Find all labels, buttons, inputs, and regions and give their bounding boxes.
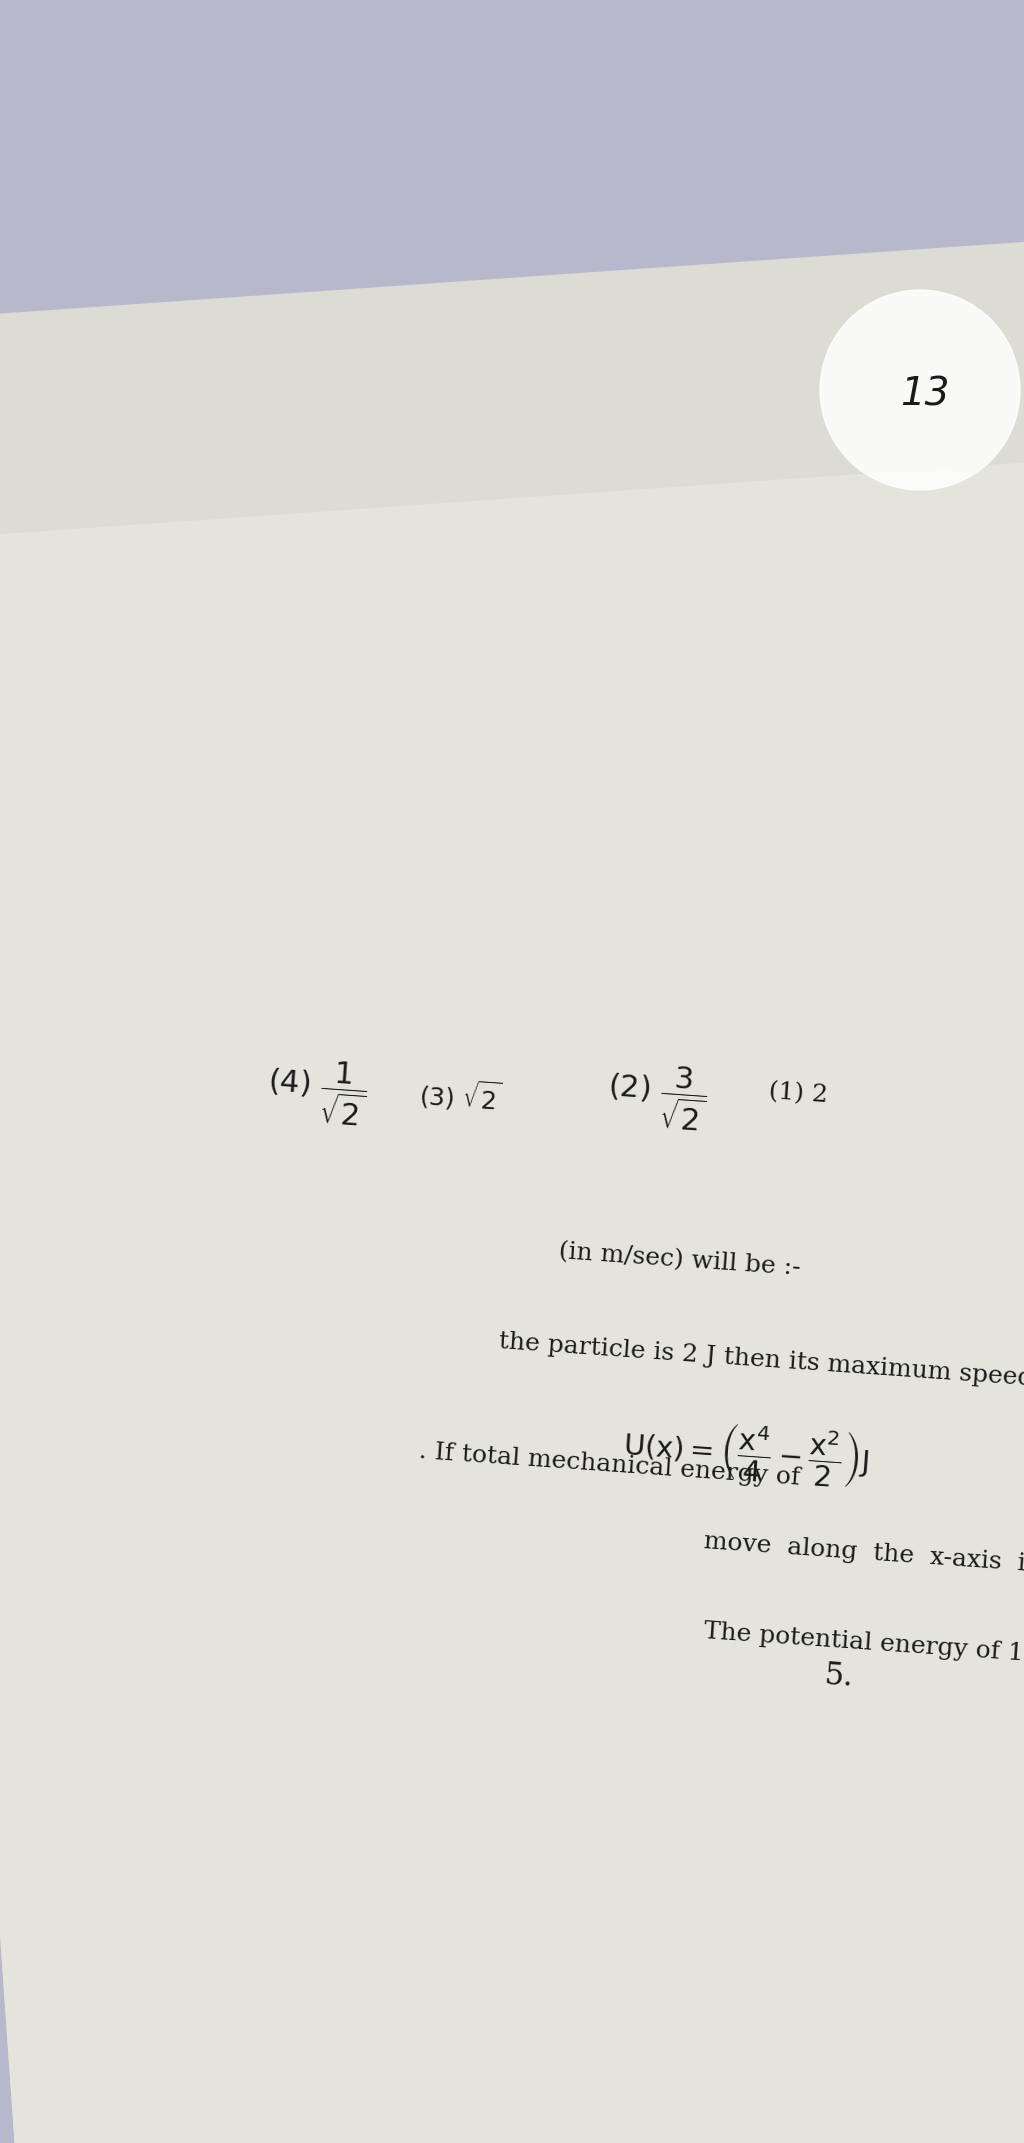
Polygon shape <box>0 242 1024 2143</box>
Text: . If total mechanical energy of: . If total mechanical energy of <box>419 1440 801 1489</box>
Text: (in m/sec) will be :-: (in m/sec) will be :- <box>558 1241 802 1279</box>
Text: The potential energy of 1 kg particle free to: The potential energy of 1 kg particle fr… <box>703 1620 1024 1682</box>
Text: the particle is 2 J then its maximum speed: the particle is 2 J then its maximum spe… <box>499 1331 1024 1391</box>
Text: $(2)\ \dfrac{3}{\sqrt{2}}$: $(2)\ \dfrac{3}{\sqrt{2}}$ <box>605 1061 710 1134</box>
Text: 5.: 5. <box>823 1661 854 1693</box>
Text: 13: 13 <box>900 375 949 414</box>
Ellipse shape <box>820 289 1020 491</box>
Polygon shape <box>0 461 1024 2143</box>
Text: (1) 2: (1) 2 <box>768 1080 829 1108</box>
Text: $(4)\ \dfrac{1}{\sqrt{2}}$: $(4)\ \dfrac{1}{\sqrt{2}}$ <box>265 1054 370 1129</box>
Text: $(3)\ \sqrt{2}$: $(3)\ \sqrt{2}$ <box>418 1076 502 1117</box>
Text: $\mathrm{U(x) = \left(\dfrac{x^{4}}{4} - \dfrac{x^{2}}{2}\right) J}$: $\mathrm{U(x) = \left(\dfrac{x^{4}}{4} -… <box>621 1414 870 1492</box>
Text: move  along  the  x-axis  is  given  by: move along the x-axis is given by <box>703 1530 1024 1586</box>
